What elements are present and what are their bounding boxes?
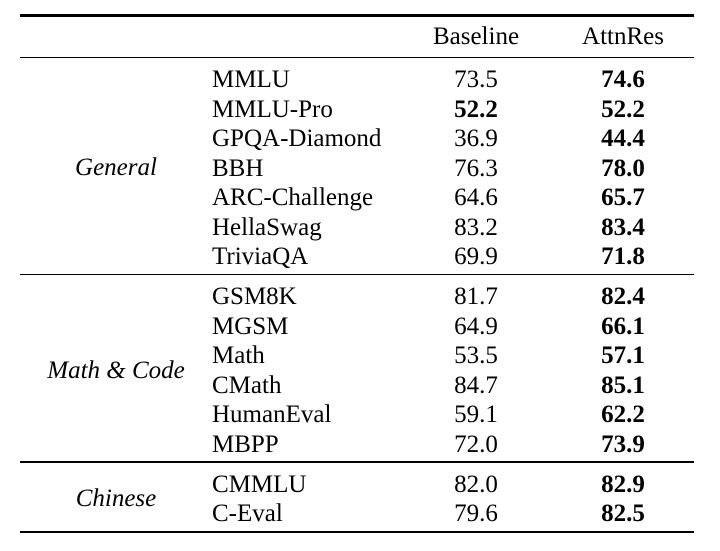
table-row: HellaSwag 83.2 83.4: [212, 213, 694, 243]
benchmark-column-header: [212, 17, 428, 57]
attnres-value: 62.2: [601, 401, 645, 428]
section-rows: GSM8K 81.7 82.4 MGSM 64.9 66.1 Math 53.5…: [212, 282, 694, 459]
benchmark-name: MBPP: [212, 430, 279, 458]
section-rows: MMLU 73.5 74.6 MMLU-Pro 52.2 52.2 GPQA-D…: [212, 65, 694, 272]
baseline-value: 76.3: [454, 154, 498, 182]
section-rule-2: [20, 461, 694, 463]
benchmark-name: MMLU: [212, 66, 290, 93]
group-label-math-code: Math & Code: [47, 356, 185, 384]
baseline-value: 73.5: [454, 66, 498, 93]
benchmark-name: CMMLU: [212, 470, 307, 498]
baseline-value: 79.6: [454, 500, 498, 527]
attnres-value: 44.4: [601, 125, 645, 152]
benchmark-name: BBH: [212, 154, 264, 182]
baseline-value: 52.2: [454, 95, 498, 123]
section-general: General MMLU 73.5 74.6 MMLU-Pro 52.2 52.…: [20, 58, 694, 274]
table-row: Math 53.5 57.1: [212, 341, 694, 371]
baseline-value: 59.1: [454, 401, 498, 428]
baseline-value: 72.0: [454, 430, 498, 458]
table-header-row: Baseline AttnRes: [20, 17, 694, 57]
table-row: BBH 76.3 78.0: [212, 154, 694, 184]
group-label-general: General: [75, 154, 157, 182]
table-row: HumanEval 59.1 62.2: [212, 400, 694, 430]
baseline-value: 82.0: [454, 470, 498, 498]
table-row: GPQA-Diamond 36.9 44.4: [212, 124, 694, 154]
attnres-value: 57.1: [601, 342, 645, 369]
attnres-value: 82.9: [601, 470, 645, 498]
attnres-value: 65.7: [601, 184, 645, 211]
baseline-value: 84.7: [454, 371, 498, 399]
header-rule: [20, 56, 694, 58]
attnres-column-header: AttnRes: [582, 22, 664, 50]
table-row: CMath 84.7 85.1: [212, 371, 694, 401]
attnres-value: 52.2: [601, 95, 645, 123]
benchmark-name: Math: [212, 342, 265, 369]
benchmark-name: GSM8K: [212, 283, 297, 310]
baseline-value: 53.5: [454, 342, 498, 369]
table-row: ARC-Challenge 64.6 65.7: [212, 183, 694, 213]
benchmark-name: CMath: [212, 371, 282, 399]
section-chinese: Chinese CMMLU 82.0 82.9 C-Eval 79.6 82.5: [20, 463, 694, 531]
benchmark-name: GPQA-Diamond: [212, 125, 382, 152]
table-row: MBPP 72.0 73.9: [212, 430, 694, 460]
attnres-value: 71.8: [601, 243, 645, 270]
attnres-value: 78.0: [601, 154, 645, 182]
attnres-value: 83.4: [601, 213, 645, 241]
benchmark-name: MMLU-Pro: [212, 95, 333, 123]
group-label-chinese: Chinese: [75, 485, 157, 512]
attnres-value: 82.5: [601, 500, 645, 527]
table-row: CMMLU 82.0 82.9: [212, 470, 694, 500]
section-rows: CMMLU 82.0 82.9 C-Eval 79.6 82.5: [212, 470, 694, 529]
benchmark-name: TriviaQA: [212, 243, 309, 270]
group-cell-chinese: Chinese: [20, 470, 212, 529]
table-row: GSM8K 81.7 82.4: [212, 282, 694, 312]
table-row: TriviaQA 69.9 71.8: [212, 242, 694, 272]
attnres-value: 85.1: [601, 371, 645, 399]
baseline-value: 83.2: [454, 213, 498, 241]
bottom-rule: [20, 530, 694, 533]
table-row: MGSM 64.9 66.1: [212, 312, 694, 342]
baseline-value: 64.9: [454, 312, 498, 340]
benchmark-name: HellaSwag: [212, 213, 322, 241]
group-cell-general: General: [20, 65, 212, 272]
benchmark-name: MGSM: [212, 312, 289, 340]
table-row: MMLU-Pro 52.2 52.2: [212, 95, 694, 125]
benchmark-results-table: Baseline AttnRes General MMLU 73.5 74.6 …: [20, 14, 694, 533]
group-column-header: [20, 17, 212, 57]
baseline-value: 64.6: [454, 184, 498, 211]
baseline-value: 36.9: [454, 125, 498, 152]
section-math-code: Math & Code GSM8K 81.7 82.4 MGSM 64.9 66…: [20, 275, 694, 461]
attnres-value: 82.4: [601, 283, 645, 310]
table-row: MMLU 73.5 74.6: [212, 65, 694, 95]
baseline-value: 81.7: [454, 283, 498, 310]
table-row: C-Eval 79.6 82.5: [212, 499, 694, 529]
attnres-value: 74.6: [601, 66, 645, 93]
baseline-column-header: Baseline: [432, 22, 520, 50]
attnres-value: 66.1: [601, 312, 645, 340]
benchmark-name: ARC-Challenge: [212, 184, 374, 211]
benchmark-name: C-Eval: [212, 500, 283, 527]
group-cell-math-code: Math & Code: [20, 282, 212, 459]
top-rule: [20, 14, 694, 17]
benchmark-name: HumanEval: [212, 401, 332, 428]
attnres-value: 73.9: [601, 430, 645, 458]
baseline-value: 69.9: [454, 243, 498, 270]
section-rule-1: [20, 273, 694, 275]
